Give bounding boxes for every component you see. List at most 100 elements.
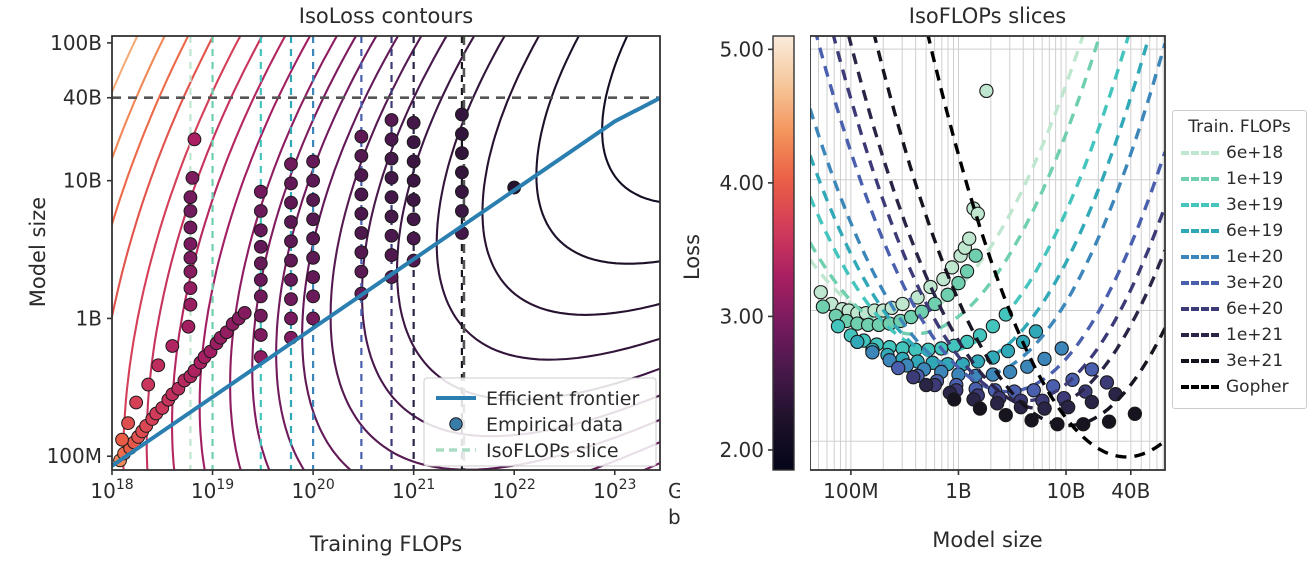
isoflops-point [962,231,977,246]
isoflops-point [1099,375,1115,390]
isoflops-curve [810,36,1102,336]
scatter-point [384,190,399,205]
scatter-point [306,250,321,265]
isoloss-contour [229,383,242,470]
isoflops-point [1101,414,1117,429]
isoloss-contour [481,211,660,316]
isoflops-legend-label: 6e+19 [1226,221,1284,241]
isoflops-legend-label: 3e+20 [1226,273,1284,293]
scatter-point [284,195,298,210]
isoflops-point [1061,400,1076,415]
scatter-point [354,148,369,163]
isoflops-legend-swatch [1181,255,1219,259]
isoflops-point [923,279,938,295]
scatter-point [187,132,202,147]
colorbar-tick-label: 5.00 [719,37,764,61]
isoflops-point [998,407,1013,423]
right-plot-canvas: 100M 1B 10B 40B [810,35,1166,503]
isoflops-point [947,392,962,407]
xtick-label: 1023 [593,477,636,503]
isoflops-point [1084,394,1099,410]
scatter-point [455,126,469,141]
isoflops-point [1076,417,1091,432]
legend-label: Empirical data [486,414,623,436]
ytick-label: 10B [63,169,102,193]
isoflops-point [959,264,975,279]
scatter-point [384,171,399,185]
scatter-point [115,432,129,447]
isoflops-legend-swatch [1181,281,1219,285]
isoflops-point [1054,341,1069,356]
colorbar-tick-label: 4.00 [719,171,764,195]
scatter-point [183,237,198,251]
isoflops-curve [831,36,1165,403]
isoflops-legend-swatch [1181,333,1219,337]
isoflops-point [990,396,1005,411]
isoloss-contour [395,36,476,272]
isoflops-point [865,345,880,360]
isoflops-legend-label: 1e+20 [1226,247,1284,267]
scatter-point [384,209,399,224]
scatter-point [455,204,469,218]
colorbar-canvas: 5.00 4.00 3.00 2.00 [719,35,795,471]
scatter-point [354,129,369,144]
scatter-point [284,311,298,326]
scatter-point [253,223,268,238]
isoflops-legend-item: 1e+21 [1181,322,1298,348]
xtick-label: 100M [823,479,878,503]
left-panel-xlabel: Training FLOPs [309,532,463,556]
scatter-point [183,204,198,218]
xtick-label: 1018 [90,477,133,503]
left-panel-legend: Efficient frontier Empirical data IsoFLOPs… [423,377,657,467]
right-panel-title: IsoFLOPs slices [908,4,1067,28]
scatter-point [455,184,469,199]
isoflops-legend-swatch [1181,203,1219,207]
scatter-point [165,339,180,353]
colorbar-tick-label: 3.00 [719,304,764,328]
scatter-point [253,256,268,271]
legend-swatch-empirical-data [449,417,463,431]
isoflops-point [891,360,906,376]
scatter-point [306,212,321,227]
left-axes-frame [111,35,661,471]
isoloss-contour [481,36,541,214]
isoloss-contour [535,174,660,265]
ytick-label: 40B [63,86,102,110]
legend-label: Efficient frontier [486,388,639,410]
isoflops-legend-swatch [1181,177,1219,181]
right-panel: IsoFLOPs slices Model size 100M 1B 10B 40B [810,0,1313,571]
isoflops-curve [846,36,1165,411]
xtick-label: 10B [1046,479,1085,503]
gopher-budget-label-line1: Gopher [668,479,680,503]
isoflops-legend-item: 6e+20 [1181,296,1298,322]
isoflops-point [813,285,828,300]
isoflops-legend-item: 3e+21 [1181,348,1298,374]
scatter-point [306,193,321,207]
xtick-label: 1B [945,479,971,503]
scatter-point [284,292,298,307]
scatter-point [183,297,198,312]
isoflops-legend-item: 6e+19 [1181,218,1298,244]
scatter-point [253,184,268,199]
right-panel-xlabel: Model size [932,528,1043,552]
isoflops-legend-swatch [1181,229,1219,233]
isoflops-legend-item: Gopher [1181,374,1298,400]
scatter-point [253,289,268,304]
isoloss-contour [17,531,29,571]
isoflops-legend-item: 1e+19 [1181,166,1298,192]
isoflops-curve [810,36,1085,322]
left-panel: IsoLoss contours Training FLOPs Model si… [17,4,680,571]
scatter-point [455,107,469,122]
isoloss-contour [251,36,358,371]
xtick-label: 1022 [493,477,536,503]
isoloss-contour [601,129,660,204]
ytick-label: 1B [76,306,102,330]
isoflops-legend-label: 1e+19 [1226,169,1284,189]
scatter-point [183,220,198,235]
scatter-point [406,231,421,246]
isoflops-legend-item: 6e+18 [1181,140,1298,166]
isoflops-curve [926,36,1165,459]
isoloss-contour [198,36,312,407]
ytick-label: 100M [47,444,102,468]
scatter-point [129,395,144,410]
